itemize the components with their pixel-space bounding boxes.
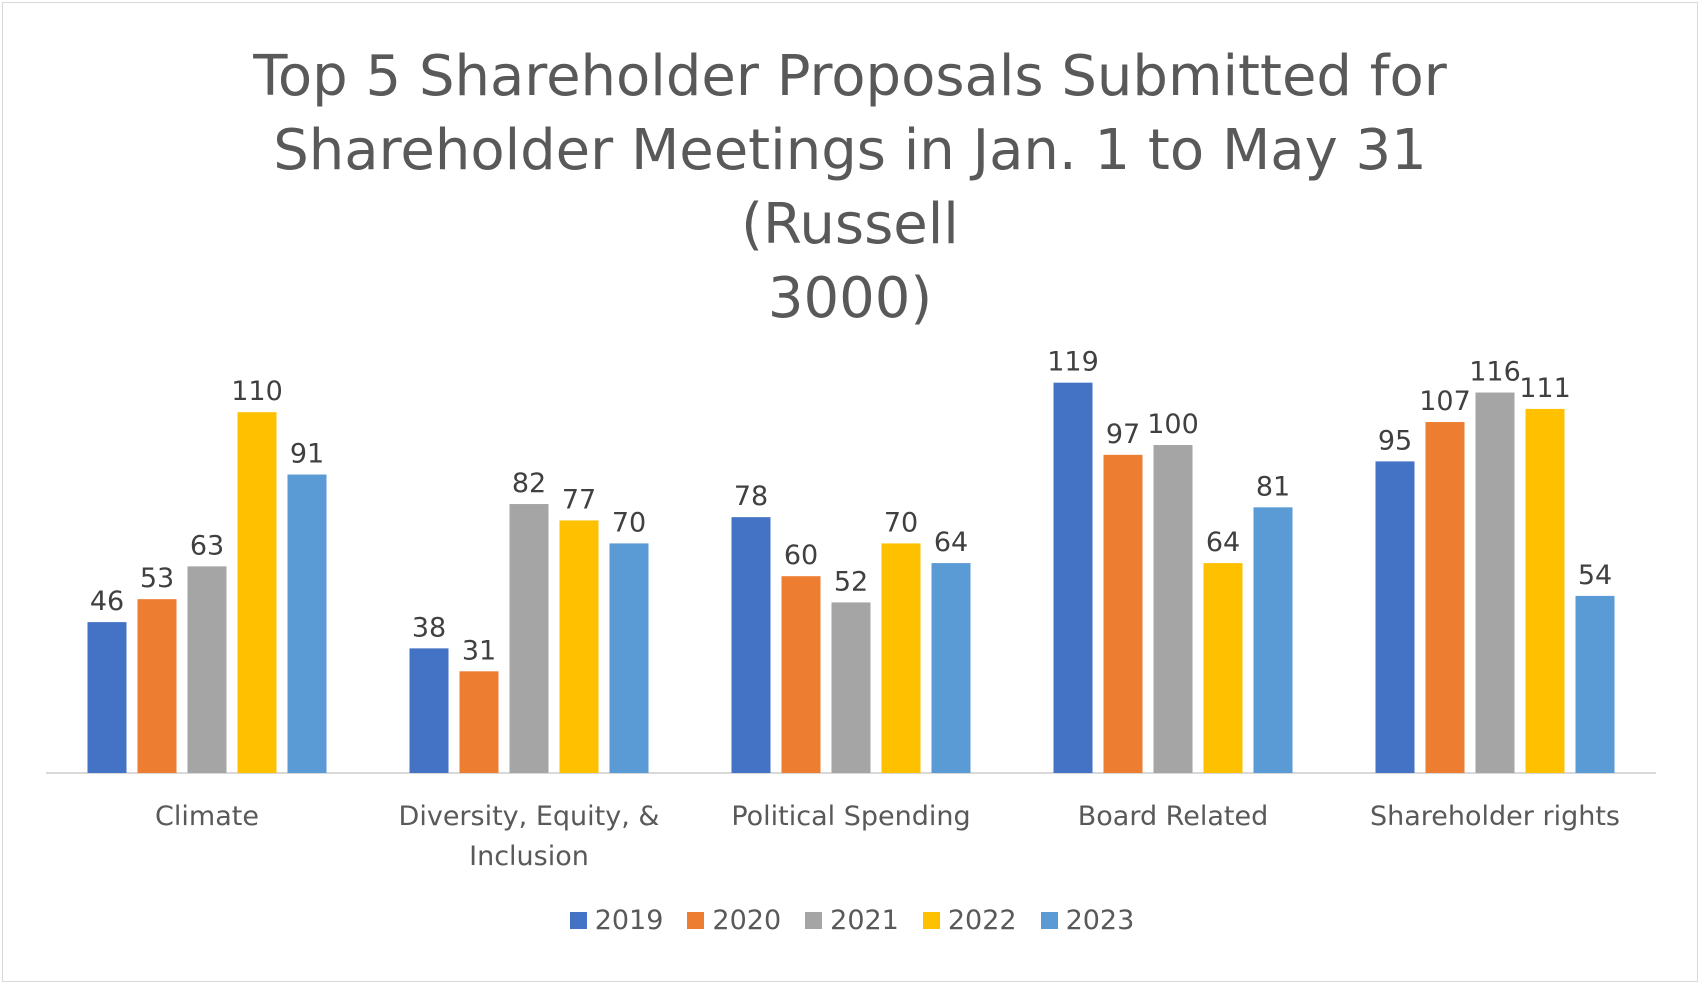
legend-swatch bbox=[687, 912, 705, 929]
data-label-2023-3: 81 bbox=[1256, 471, 1290, 502]
category-label: Political Spending bbox=[731, 801, 970, 832]
data-label-2019-3: 119 bbox=[1047, 347, 1099, 378]
data-label-2019-0: 46 bbox=[90, 586, 124, 617]
data-label-2022-4: 111 bbox=[1519, 373, 1571, 404]
legend-swatch bbox=[1040, 912, 1058, 929]
legend-item-2019: 2019 bbox=[569, 905, 664, 936]
bar-2021-4 bbox=[1475, 392, 1515, 773]
data-label-2023-4: 54 bbox=[1578, 560, 1612, 591]
chart-title-line: 3000) bbox=[767, 266, 933, 331]
data-label-2021-3: 100 bbox=[1147, 409, 1199, 440]
bar-2023-3 bbox=[1253, 507, 1293, 773]
data-label-2021-4: 116 bbox=[1469, 357, 1521, 388]
legend-swatch bbox=[922, 912, 940, 929]
bar-2022-0 bbox=[237, 412, 277, 773]
bar-2019-3 bbox=[1053, 382, 1093, 773]
category-label: Diversity, Equity, & bbox=[399, 801, 660, 832]
legend-label: 2020 bbox=[712, 905, 782, 936]
legend-item-2023: 2023 bbox=[1040, 905, 1135, 936]
category-label: Board Related bbox=[1078, 801, 1268, 832]
bar-2021-3 bbox=[1153, 445, 1193, 773]
bar-2019-1 bbox=[409, 648, 449, 773]
bar-2020-0 bbox=[137, 599, 177, 773]
data-label-2023-2: 64 bbox=[934, 527, 968, 558]
category-label: Climate bbox=[155, 801, 259, 832]
bar-2022-4 bbox=[1525, 408, 1565, 773]
legend-swatch bbox=[569, 912, 587, 929]
category-label: Shareholder rights bbox=[1370, 801, 1620, 832]
data-label-2020-3: 97 bbox=[1106, 419, 1140, 450]
data-label-2020-0: 53 bbox=[140, 563, 174, 594]
legend-label: 2023 bbox=[1065, 905, 1135, 936]
chart-title-line: Shareholder Meetings in Jan. 1 to May 31… bbox=[273, 118, 1427, 257]
legend-label: 2021 bbox=[830, 905, 899, 936]
bar-2023-2 bbox=[931, 563, 971, 773]
legend-label: 2019 bbox=[594, 905, 664, 936]
data-label-2021-2: 52 bbox=[834, 566, 868, 597]
data-label-2022-0: 110 bbox=[231, 376, 283, 407]
bar-2021-2 bbox=[831, 602, 871, 773]
data-label-2022-1: 77 bbox=[562, 484, 596, 515]
data-label-2021-0: 63 bbox=[190, 530, 224, 561]
bar-2019-0 bbox=[87, 622, 127, 773]
data-label-2022-3: 64 bbox=[1206, 527, 1240, 558]
bar-2020-3 bbox=[1103, 454, 1143, 773]
data-label-2023-0: 91 bbox=[290, 439, 324, 470]
bar-2020-2 bbox=[781, 576, 821, 773]
legend-item-2022: 2022 bbox=[922, 905, 1017, 936]
bar-2022-2 bbox=[881, 543, 921, 773]
bar-2023-4 bbox=[1575, 595, 1615, 773]
bar-2021-0 bbox=[187, 566, 227, 773]
plot-area: 46 53 63 110 91 Climate 38 31 82 77 70 Diversity, E… bbox=[46, 347, 1656, 872]
category-label: Inclusion bbox=[469, 841, 589, 872]
bar-2022-1 bbox=[559, 520, 599, 773]
legend-swatch bbox=[805, 912, 823, 929]
data-label-2020-1: 31 bbox=[462, 635, 496, 666]
bar-2019-4 bbox=[1375, 461, 1415, 773]
data-label-2019-2: 78 bbox=[734, 481, 768, 512]
data-label-2021-1: 82 bbox=[512, 468, 546, 499]
chart-title: Top 5 Shareholder Proposals Submitted fo… bbox=[170, 40, 1530, 336]
data-label-2020-2: 60 bbox=[784, 540, 818, 571]
legend-label: 2022 bbox=[947, 905, 1017, 936]
legend-item-2021: 2021 bbox=[805, 905, 899, 936]
bar-2023-1 bbox=[609, 543, 649, 773]
legend: 2019 2020 2021 2022 2023 bbox=[0, 905, 1704, 936]
legend-item-2020: 2020 bbox=[687, 905, 781, 936]
chart-title-line: Top 5 Shareholder Proposals Submitted fo… bbox=[253, 44, 1447, 109]
bar-2021-1 bbox=[509, 504, 549, 773]
bar-2023-0 bbox=[287, 474, 327, 773]
bar-2020-4 bbox=[1425, 422, 1465, 773]
data-label-2023-1: 70 bbox=[612, 507, 646, 538]
bar-2022-3 bbox=[1203, 563, 1243, 773]
data-label-2020-4: 107 bbox=[1419, 386, 1471, 417]
data-label-2022-2: 70 bbox=[884, 507, 918, 538]
data-label-2019-1: 38 bbox=[412, 612, 446, 643]
bar-2020-1 bbox=[459, 671, 499, 773]
data-label-2019-4: 95 bbox=[1378, 425, 1412, 456]
bar-2019-2 bbox=[731, 517, 771, 773]
